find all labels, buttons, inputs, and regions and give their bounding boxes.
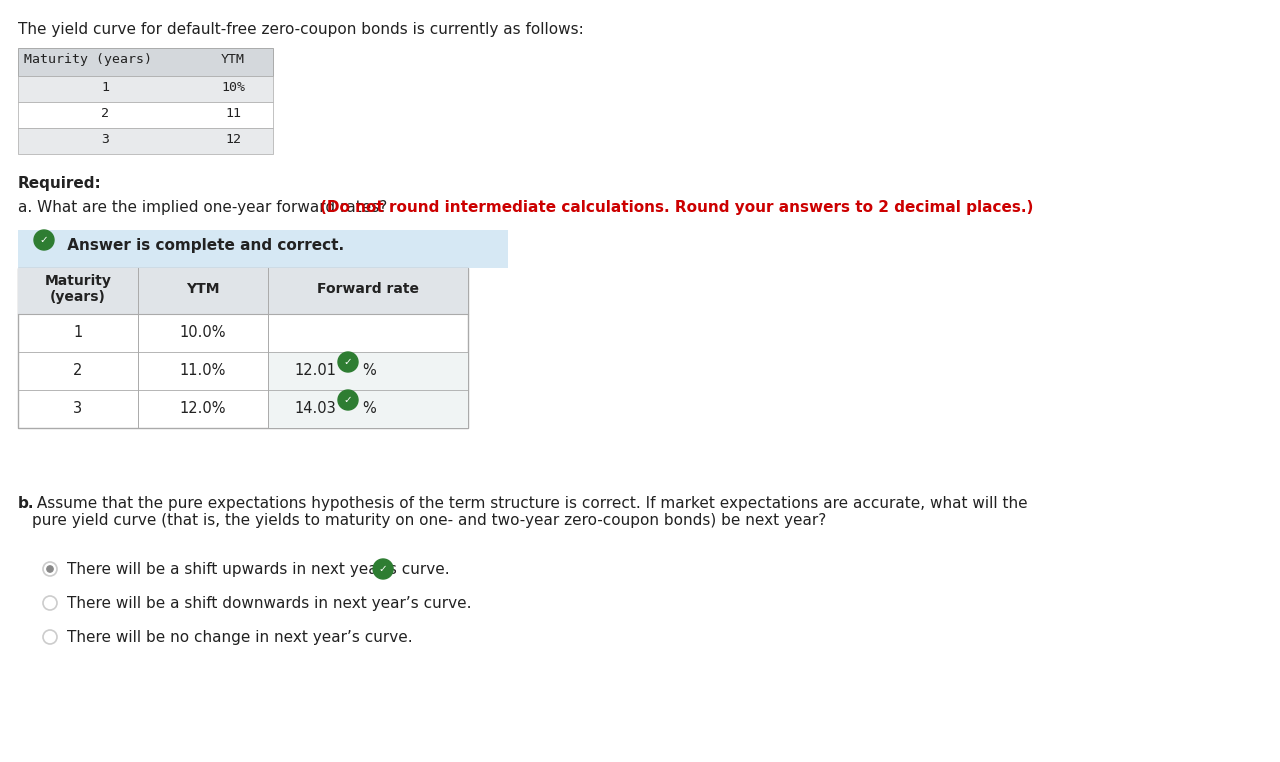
Text: 10%: 10% xyxy=(221,81,244,94)
Circle shape xyxy=(338,390,358,410)
Circle shape xyxy=(35,230,54,250)
Bar xyxy=(268,390,468,428)
Text: Maturity
(years): Maturity (years) xyxy=(45,274,111,304)
Text: Answer is complete and correct.: Answer is complete and correct. xyxy=(61,238,344,253)
Text: There will be no change in next year’s curve.: There will be no change in next year’s c… xyxy=(67,630,412,645)
Text: 12.0%: 12.0% xyxy=(179,401,227,416)
Text: Assume that the pure expectations hypothesis of the term structure is correct. I: Assume that the pure expectations hypoth… xyxy=(32,496,1028,528)
Text: 3: 3 xyxy=(73,401,83,416)
Text: 11.0%: 11.0% xyxy=(179,363,227,378)
Text: 12: 12 xyxy=(225,133,241,146)
Text: Required:: Required: xyxy=(18,176,101,191)
Text: 2: 2 xyxy=(101,107,109,120)
Text: Forward rate: Forward rate xyxy=(317,282,419,296)
Text: ✓: ✓ xyxy=(343,357,352,367)
Text: ✓: ✓ xyxy=(379,564,388,574)
Text: 12.01: 12.01 xyxy=(294,363,335,378)
Text: (Do not round intermediate calculations. Round your answers to 2 decimal places.: (Do not round intermediate calculations.… xyxy=(320,200,1034,215)
Text: 1: 1 xyxy=(73,325,83,340)
Text: There will be a shift upwards in next year’s curve.: There will be a shift upwards in next ye… xyxy=(67,562,449,577)
Text: 1: 1 xyxy=(101,81,109,94)
Text: There will be a shift downwards in next year’s curve.: There will be a shift downwards in next … xyxy=(67,596,471,611)
Text: ✓: ✓ xyxy=(343,395,352,405)
Circle shape xyxy=(338,352,358,372)
Text: %: % xyxy=(362,401,376,416)
Bar xyxy=(18,102,273,128)
Bar xyxy=(18,230,508,268)
Text: The yield curve for default-free zero-coupon bonds is currently as follows:: The yield curve for default-free zero-co… xyxy=(18,22,584,37)
Text: YTM: YTM xyxy=(221,53,244,66)
Bar xyxy=(18,268,468,428)
Text: 2: 2 xyxy=(73,363,83,378)
Bar xyxy=(18,76,273,102)
Text: 11: 11 xyxy=(225,107,241,120)
Text: YTM: YTM xyxy=(187,282,220,296)
Circle shape xyxy=(372,559,393,579)
Text: %: % xyxy=(362,363,376,378)
Bar xyxy=(268,352,468,390)
Text: 10.0%: 10.0% xyxy=(179,325,227,340)
Bar xyxy=(18,48,273,76)
Text: b.: b. xyxy=(18,496,35,511)
Text: ✓: ✓ xyxy=(40,235,49,245)
Text: Maturity (years): Maturity (years) xyxy=(24,53,152,66)
Text: 3: 3 xyxy=(101,133,109,146)
Circle shape xyxy=(47,566,54,572)
Text: 14.03: 14.03 xyxy=(294,401,335,416)
Bar xyxy=(18,268,468,314)
Bar xyxy=(18,128,273,154)
Text: a. What are the implied one-year forward rates?: a. What are the implied one-year forward… xyxy=(18,200,392,215)
